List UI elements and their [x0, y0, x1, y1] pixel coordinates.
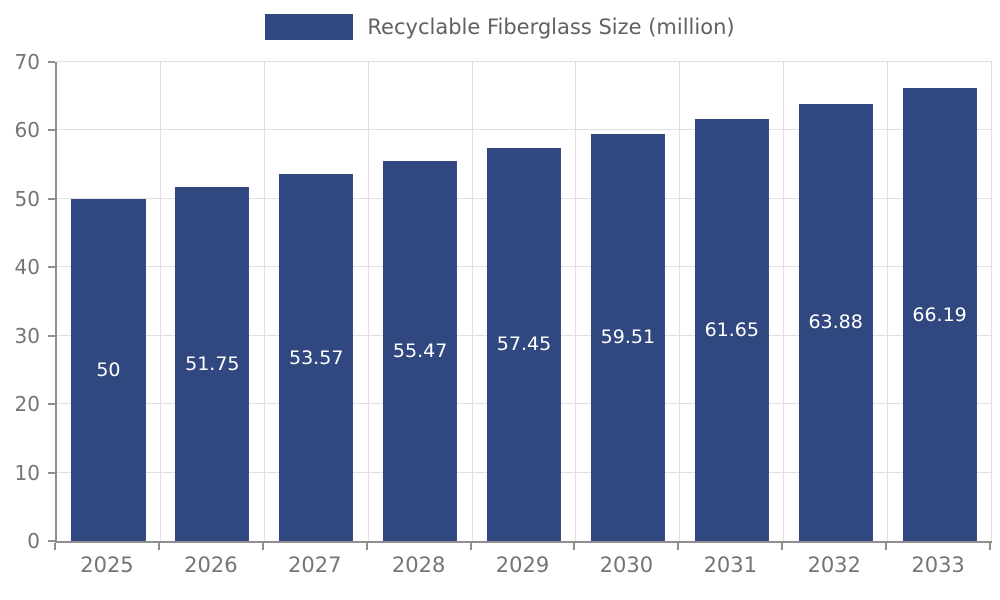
bar-cell: 66.19 [888, 62, 993, 541]
y-tick-label: 50 [14, 186, 40, 211]
bar-value-label: 57.45 [496, 333, 552, 356]
y-tick-mark [48, 471, 55, 474]
bar-value-label: 55.47 [392, 340, 448, 363]
legend-label: Recyclable Fiberglass Size (million) [367, 15, 735, 39]
y-tick-mark [48, 129, 55, 132]
bar-cell: 53.57 [265, 62, 369, 541]
y-axis: 0 10 20 30 40 50 60 70 [0, 50, 55, 553]
x-tick-mark [157, 543, 160, 550]
gridline-h [57, 61, 992, 62]
x-tick-label: 2025 [80, 553, 134, 577]
bar-value-label: 50 [96, 358, 121, 381]
x-tick-label: 2028 [391, 553, 446, 577]
y-tick-label: 10 [14, 460, 40, 485]
x-tick-mark [885, 543, 888, 550]
x-tick-label: 2027 [288, 553, 342, 577]
bar: 63.88 [798, 103, 873, 541]
bar-cell: 63.88 [784, 62, 889, 541]
y-tick-mark [48, 540, 55, 542]
y-tick-mark [48, 266, 55, 269]
bar: 50 [71, 198, 146, 541]
x-tick-label: 2026 [184, 553, 238, 577]
y-tick-mark [48, 403, 55, 406]
bar-value-label: 63.88 [808, 311, 863, 334]
y-tick-label: 20 [14, 392, 40, 417]
x-tick-label: 2029 [495, 553, 550, 577]
bars-row: 50 51.75 53.57 55.47 57.45 59.51 61.65 63.88 66.… [57, 62, 993, 541]
x-tick-label: 2032 [807, 553, 861, 577]
y-tick-mark [48, 197, 55, 200]
legend: Recyclable Fiberglass Size (million) [0, 14, 1000, 40]
bar: 57.45 [486, 147, 562, 541]
legend-swatch [265, 14, 354, 40]
y-tick-mark [48, 61, 55, 63]
bar: 66.19 [902, 88, 977, 541]
x-tick-mark [989, 543, 991, 550]
bar: 51.75 [175, 186, 250, 541]
plot-area: 50 51.75 53.57 55.47 57.45 59.51 61.65 63.88 66.… [55, 61, 993, 543]
bar-value-label: 51.75 [185, 352, 240, 375]
x-tick-mark [469, 543, 472, 550]
y-tick-label: 70 [14, 50, 40, 74]
bar: 55.47 [383, 161, 458, 541]
gridline-h [57, 129, 992, 131]
y-tick-label: 0 [27, 529, 40, 553]
y-tick-mark [48, 334, 55, 337]
y-tick-label: 40 [14, 255, 40, 280]
bar: 53.57 [279, 174, 354, 541]
bar-value-label: 53.57 [289, 346, 344, 369]
x-axis-ticks [54, 543, 991, 551]
x-tick-mark [781, 543, 784, 550]
x-tick-label: 2031 [703, 553, 758, 577]
y-tick-label: 30 [14, 323, 40, 348]
bar-cell: 55.47 [369, 62, 473, 541]
bar-cell: 59.51 [576, 62, 681, 541]
x-axis: 2025 2026 2027 2028 2029 2030 2031 2032 2033 [55, 553, 990, 589]
bar-cell: 50 [57, 62, 161, 541]
x-tick-label: 2033 [911, 553, 965, 577]
bar-value-label: 66.19 [912, 303, 967, 326]
bar-value-label: 59.51 [600, 326, 656, 349]
x-tick-mark [54, 543, 56, 550]
x-tick-mark [261, 543, 264, 550]
x-tick-mark [365, 543, 368, 550]
x-tick-mark [573, 543, 576, 550]
x-tick-mark [677, 543, 680, 550]
bar-cell: 61.65 [680, 62, 785, 541]
y-tick-label: 60 [14, 118, 40, 143]
bar-value-label: 61.65 [704, 319, 759, 342]
bar-cell: 51.75 [161, 62, 265, 541]
bar: 59.51 [590, 133, 665, 541]
x-tick-label: 2030 [599, 553, 654, 577]
bar: 61.65 [694, 119, 769, 541]
bar-cell: 57.45 [473, 62, 577, 541]
